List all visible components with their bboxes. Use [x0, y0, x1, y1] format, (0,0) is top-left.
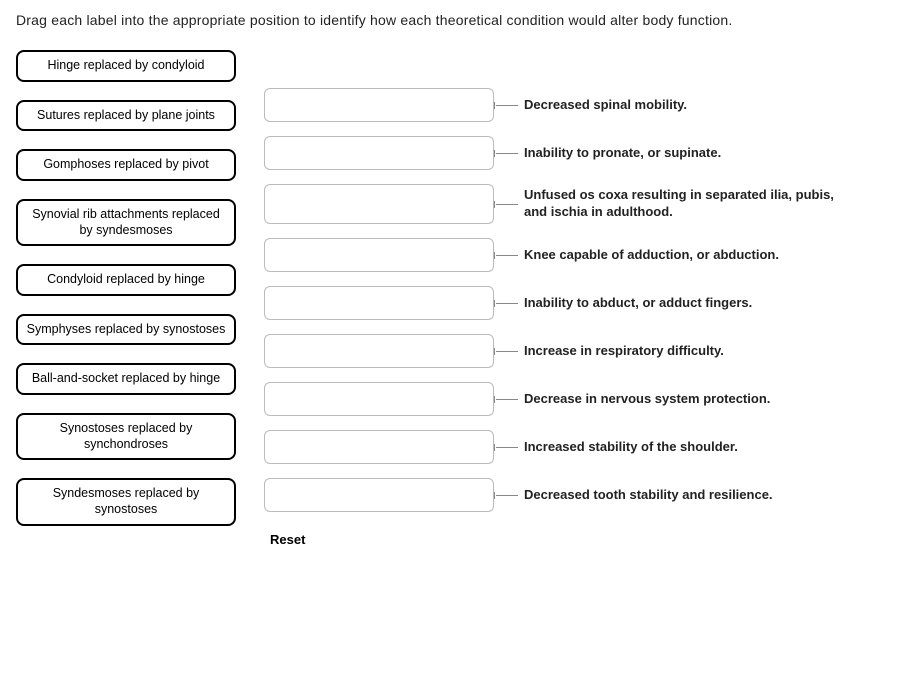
- connector-line: [496, 153, 518, 154]
- drop-slot[interactable]: [264, 238, 494, 272]
- drag-label[interactable]: Gomphoses replaced by pivot: [16, 149, 236, 181]
- target-description: Increased stability of the shoulder.: [524, 439, 738, 456]
- drop-slot[interactable]: [264, 136, 494, 170]
- drop-slot[interactable]: [264, 286, 494, 320]
- connector-line: [496, 447, 518, 448]
- worksheet: Hinge replaced by condyloid Sutures repl…: [16, 50, 883, 547]
- drop-slot[interactable]: [264, 88, 494, 122]
- target-description: Knee capable of adduction, or abduction.: [524, 247, 779, 264]
- target-row: Increase in respiratory difficulty.: [264, 334, 883, 368]
- connector-line: [496, 495, 518, 496]
- connector-line: [496, 351, 518, 352]
- target-description: Decrease in nervous system protection.: [524, 391, 770, 408]
- connector-line: [496, 399, 518, 400]
- drag-label[interactable]: Sutures replaced by plane joints: [16, 100, 236, 132]
- target-description: Inability to pronate, or supinate.: [524, 145, 721, 162]
- target-row: Decreased tooth stability and resilience…: [264, 478, 883, 512]
- drop-slot[interactable]: [264, 430, 494, 464]
- target-row: Decreased spinal mobility.: [264, 88, 883, 122]
- target-row: Increased stability of the shoulder.: [264, 430, 883, 464]
- reset-button[interactable]: Reset: [270, 532, 883, 547]
- drag-label[interactable]: Condyloid replaced by hinge: [16, 264, 236, 296]
- target-description: Unfused os coxa resulting in separated i…: [524, 187, 844, 221]
- drag-label[interactable]: Synostoses replaced by synchondroses: [16, 413, 236, 460]
- drop-targets-column: Decreased spinal mobility. Inability to …: [264, 88, 883, 512]
- target-row: Inability to pronate, or supinate.: [264, 136, 883, 170]
- target-row: Unfused os coxa resulting in separated i…: [264, 184, 883, 224]
- draggable-labels-column: Hinge replaced by condyloid Sutures repl…: [16, 50, 236, 526]
- target-row: Decrease in nervous system protection.: [264, 382, 883, 416]
- right-area: Decreased spinal mobility. Inability to …: [264, 50, 883, 547]
- connector-line: [496, 255, 518, 256]
- drag-label[interactable]: Symphyses replaced by synostoses: [16, 314, 236, 346]
- target-row: Inability to abduct, or adduct fingers.: [264, 286, 883, 320]
- target-description: Increase in respiratory difficulty.: [524, 343, 724, 360]
- drag-label[interactable]: Hinge replaced by condyloid: [16, 50, 236, 82]
- drag-label[interactable]: Syndesmoses replaced by synostoses: [16, 478, 236, 525]
- drop-slot[interactable]: [264, 334, 494, 368]
- target-description: Decreased tooth stability and resilience…: [524, 487, 773, 504]
- target-row: Knee capable of adduction, or abduction.: [264, 238, 883, 272]
- drop-slot[interactable]: [264, 382, 494, 416]
- connector-line: [496, 204, 518, 205]
- drag-label[interactable]: Synovial rib attachments replaced by syn…: [16, 199, 236, 246]
- drop-slot[interactable]: [264, 478, 494, 512]
- connector-line: [496, 105, 518, 106]
- drag-label[interactable]: Ball-and-socket replaced by hinge: [16, 363, 236, 395]
- instruction-text: Drag each label into the appropriate pos…: [16, 12, 883, 28]
- drop-slot[interactable]: [264, 184, 494, 224]
- target-description: Decreased spinal mobility.: [524, 97, 687, 114]
- connector-line: [496, 303, 518, 304]
- target-description: Inability to abduct, or adduct fingers.: [524, 295, 752, 312]
